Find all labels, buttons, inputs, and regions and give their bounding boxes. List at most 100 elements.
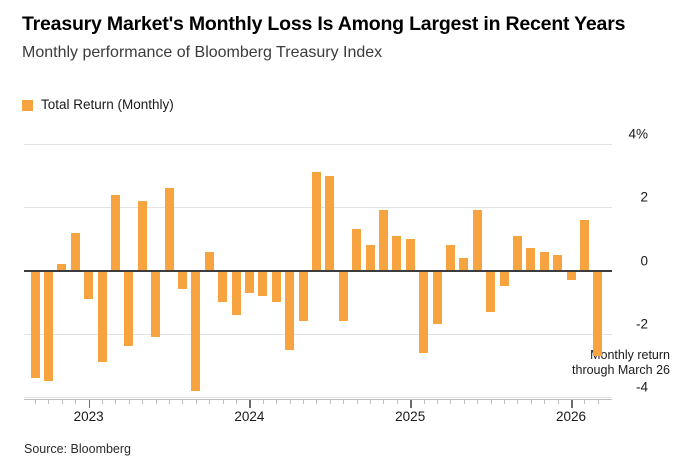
bar bbox=[365, 245, 375, 271]
bar bbox=[244, 270, 254, 293]
x-axis-tick bbox=[61, 400, 63, 404]
legend-swatch-icon bbox=[22, 99, 33, 111]
bar bbox=[110, 194, 120, 271]
x-axis-tick bbox=[48, 400, 50, 404]
x-axis-tick bbox=[209, 400, 211, 404]
x-axis-tick bbox=[262, 400, 264, 404]
bar bbox=[553, 254, 563, 271]
x-axis-tick bbox=[236, 400, 237, 404]
x-axis-tick bbox=[115, 400, 117, 404]
legend-item-label: Total Return (Monthly) bbox=[41, 97, 174, 112]
bar bbox=[231, 270, 241, 315]
bar bbox=[258, 270, 268, 296]
bar bbox=[43, 270, 53, 382]
bar bbox=[218, 270, 228, 303]
x-axis-tick bbox=[75, 400, 77, 404]
x-axis-tick bbox=[343, 400, 345, 404]
x-axis-tick bbox=[329, 400, 331, 404]
x-axis-tick bbox=[303, 400, 304, 404]
gridline bbox=[24, 397, 612, 398]
bar bbox=[486, 270, 496, 312]
bar bbox=[539, 251, 549, 271]
x-axis-tick bbox=[490, 400, 492, 404]
x-axis-year-label: 2026 bbox=[555, 409, 587, 424]
annotation-line-1: Monthly return bbox=[590, 348, 670, 362]
bar bbox=[298, 270, 308, 322]
bar bbox=[579, 219, 589, 271]
x-axis-year-label: 2024 bbox=[234, 409, 265, 424]
bar bbox=[512, 235, 522, 271]
bar bbox=[124, 270, 134, 347]
x-axis-tick bbox=[316, 400, 318, 404]
x-axis-tick bbox=[142, 400, 144, 404]
x-axis-major-tick bbox=[571, 400, 573, 408]
bar bbox=[472, 210, 482, 271]
x-axis-tick bbox=[182, 400, 184, 404]
x-axis-tick bbox=[289, 400, 291, 404]
zero-line bbox=[24, 269, 612, 272]
bar bbox=[392, 235, 402, 271]
bar bbox=[137, 200, 147, 271]
source-note: Source: Bloomberg bbox=[24, 442, 132, 456]
bar bbox=[271, 270, 281, 303]
x-axis-tick bbox=[102, 400, 103, 404]
bar bbox=[338, 270, 348, 322]
y-axis: 4% 2 0 -2 -4 bbox=[616, 0, 672, 470]
chart-legend: Total Return (Monthly) bbox=[22, 98, 174, 112]
bar bbox=[499, 270, 509, 287]
x-axis-tick bbox=[517, 400, 519, 404]
x-axis-line bbox=[24, 399, 612, 400]
x-axis-tick bbox=[383, 400, 385, 404]
x-axis-tick bbox=[128, 400, 130, 404]
bar bbox=[459, 257, 469, 271]
gridline bbox=[24, 333, 612, 335]
x-axis-tick bbox=[504, 400, 505, 404]
chart-subtitle: Monthly performance of Bloomberg Treasur… bbox=[22, 44, 383, 61]
x-axis-tick bbox=[584, 400, 586, 404]
x-axis-year-label: 2025 bbox=[395, 409, 426, 424]
x-axis-tick bbox=[597, 400, 599, 404]
x-axis-tick bbox=[437, 400, 438, 404]
bar bbox=[325, 175, 335, 271]
chart-title: Treasury Market's Monthly Loss Is Among … bbox=[22, 13, 626, 35]
x-axis-tick bbox=[450, 400, 452, 404]
x-axis-tick bbox=[477, 400, 479, 404]
plot-area bbox=[24, 144, 612, 398]
bar bbox=[177, 270, 187, 290]
x-axis-tick bbox=[370, 400, 371, 404]
x-axis-year-label: 2023 bbox=[73, 409, 104, 424]
bar bbox=[164, 188, 174, 271]
bar-series bbox=[24, 144, 612, 397]
bar bbox=[405, 238, 415, 271]
y-axis-tick-label: 4% bbox=[628, 126, 648, 142]
bar bbox=[57, 264, 67, 271]
y-axis-tick-label: -2 bbox=[635, 316, 648, 332]
bar bbox=[70, 232, 80, 271]
y-axis-tick-label: -4 bbox=[635, 379, 648, 395]
y-axis-tick-label: 0 bbox=[640, 253, 648, 268]
bar bbox=[151, 270, 161, 337]
bar bbox=[432, 270, 442, 325]
x-axis-tick bbox=[463, 400, 465, 404]
bar bbox=[30, 270, 40, 379]
bar bbox=[378, 210, 388, 271]
bar bbox=[191, 270, 201, 391]
x-axis-tick bbox=[222, 400, 224, 404]
x-axis-tick bbox=[356, 400, 358, 404]
bar bbox=[97, 270, 107, 363]
bar bbox=[311, 172, 321, 271]
x-axis-major-tick bbox=[249, 400, 251, 408]
bar bbox=[204, 251, 214, 271]
bar bbox=[566, 270, 576, 280]
x-axis-tick bbox=[396, 400, 398, 404]
x-axis-tick bbox=[544, 400, 546, 404]
x-axis-tick bbox=[155, 400, 157, 404]
bar bbox=[285, 270, 295, 350]
gridline bbox=[24, 144, 612, 145]
x-axis-tick bbox=[276, 400, 278, 404]
chart-header: Treasury Market's Monthly Loss Is Among … bbox=[22, 12, 642, 63]
chart-annotation: Monthly return through March 26 bbox=[546, 348, 670, 377]
bar bbox=[593, 270, 603, 356]
x-axis-tick bbox=[557, 400, 559, 404]
